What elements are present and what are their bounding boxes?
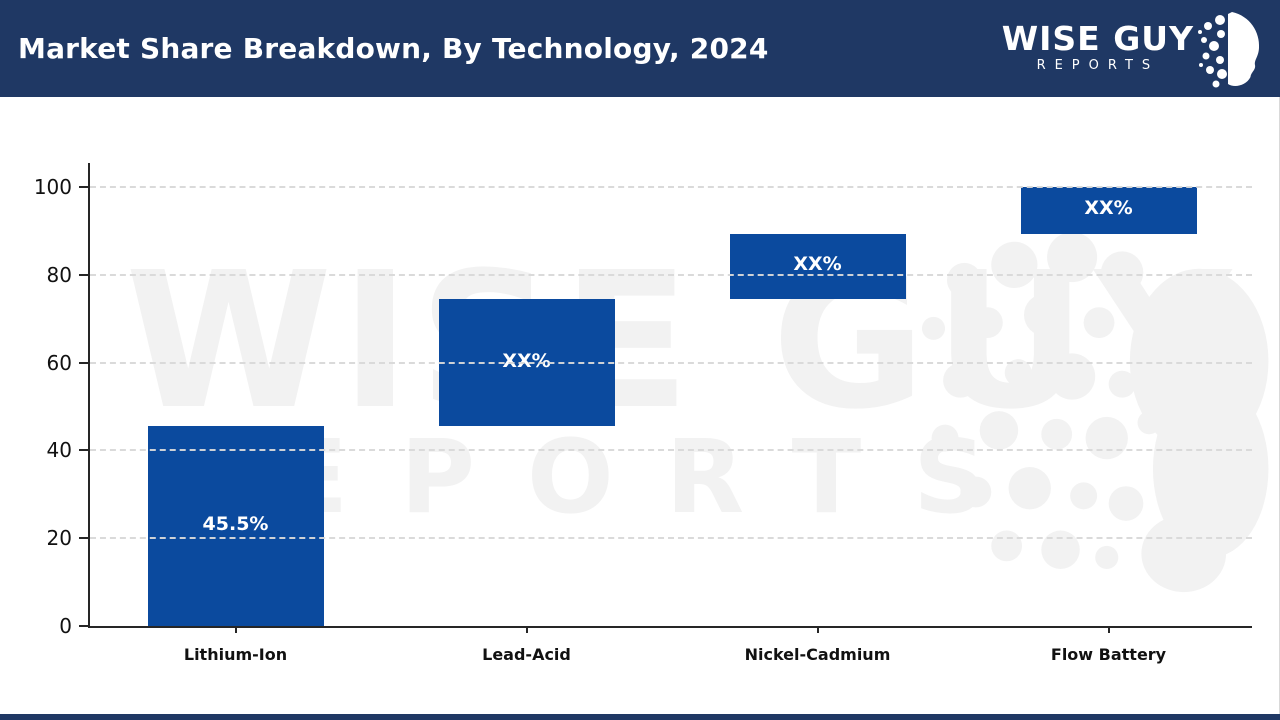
brand-wordmark-line2: REPORTS [1036,58,1160,73]
x-tick-mark-lithium-ion [234,626,237,633]
gridline-100 [90,186,1252,188]
bar-value-label-flow-battery: XX% [1084,197,1133,220]
y-tick-mark-60 [79,361,88,364]
y-tick-label-80: 80 [46,262,72,287]
y-tick-mark-40 [79,449,88,452]
bar-value-label-lead-acid: XX% [502,349,551,372]
bar-value-label-lithium-ion: 45.5% [202,513,269,536]
page-title: Market Share Breakdown, By Technology, 2… [18,32,769,65]
gridline-40 [90,449,1252,452]
y-tick-mark-80 [79,273,88,276]
bar-nickel-cadmium: XX% [729,233,906,299]
watermark-text-primary: WISE GUY [125,232,1239,451]
y-tick-label-100: 100 [33,175,72,199]
x-tick-mark-lead-acid [525,626,528,633]
x-tick-label-flow-battery: Flow Battery [1050,645,1167,664]
y-tick-mark-0 [79,625,88,627]
brand-logo: WISE GUY REPORTS [1002,8,1262,94]
y-tick-mark-100 [79,186,88,188]
footer-bar [0,714,1280,720]
bar-lithium-ion: 45.5% [147,426,324,626]
x-tick-mark-flow-battery [1107,626,1110,633]
y-tick-label-20: 20 [46,526,72,551]
x-tick-mark-nickel-cadmium [816,626,819,633]
y-tick-mark-20 [79,537,88,540]
brand-head-icon [1196,10,1262,94]
y-tick-label-40: 40 [46,438,72,463]
watermark-head-icon [895,220,1280,614]
chart-plot: 45.5% XX% XX% XX% 0 20 40 60 80 100 Lithium-Ion Lea… [34,163,1252,664]
x-tick-label-nickel-cadmium: Nickel-Cadmium [744,645,891,664]
gridline-80 [90,273,1252,276]
x-tick-label-lithium-ion: Lithium-Ion [183,645,288,664]
y-tick-label-0: 0 [59,614,72,638]
gridline-60 [90,361,1252,364]
header: Market Share Breakdown, By Technology, 2… [0,0,1280,97]
brand-wordmark: WISE GUY REPORTS [1001,19,1194,74]
y-tick-label-60: 60 [46,350,72,375]
gridline-20 [90,537,1252,540]
brand-wordmark-line1: WISE GUY [1001,19,1194,58]
bar-value-label-nickel-cadmium: XX% [793,253,842,276]
x-tick-label-lead-acid: Lead-Acid [482,645,571,664]
bar-flow-battery: XX% [1020,187,1197,234]
